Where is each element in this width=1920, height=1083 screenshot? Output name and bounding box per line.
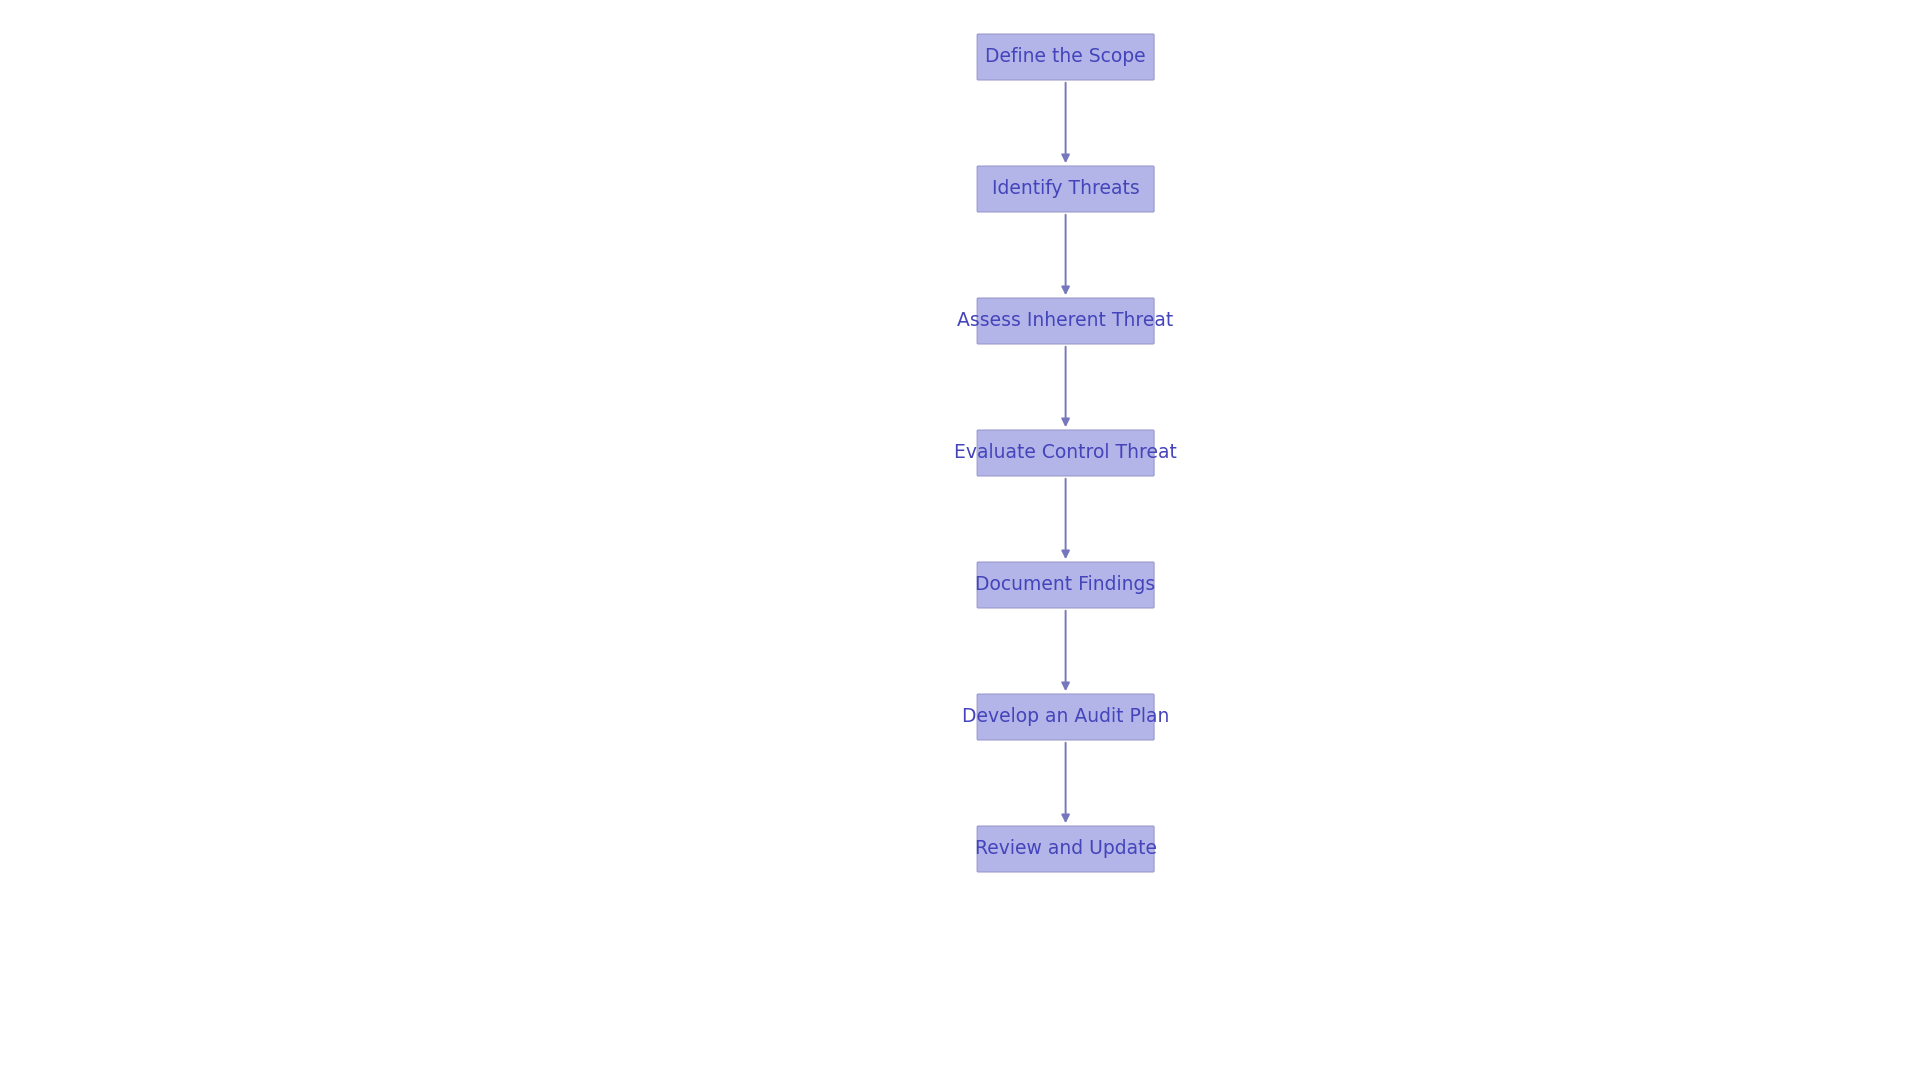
Text: Develop an Audit Plan: Develop an Audit Plan bbox=[962, 707, 1169, 727]
Text: Identify Threats: Identify Threats bbox=[993, 180, 1139, 198]
Text: Document Findings: Document Findings bbox=[975, 575, 1156, 595]
Text: Review and Update: Review and Update bbox=[975, 839, 1156, 859]
Text: Evaluate Control Threat: Evaluate Control Threat bbox=[954, 444, 1177, 462]
FancyBboxPatch shape bbox=[977, 694, 1154, 740]
FancyBboxPatch shape bbox=[977, 166, 1154, 212]
FancyBboxPatch shape bbox=[977, 562, 1154, 608]
FancyBboxPatch shape bbox=[977, 298, 1154, 344]
Text: Assess Inherent Threat: Assess Inherent Threat bbox=[958, 312, 1173, 330]
FancyBboxPatch shape bbox=[977, 430, 1154, 475]
FancyBboxPatch shape bbox=[977, 826, 1154, 872]
Text: Define the Scope: Define the Scope bbox=[985, 48, 1146, 66]
FancyBboxPatch shape bbox=[977, 34, 1154, 80]
